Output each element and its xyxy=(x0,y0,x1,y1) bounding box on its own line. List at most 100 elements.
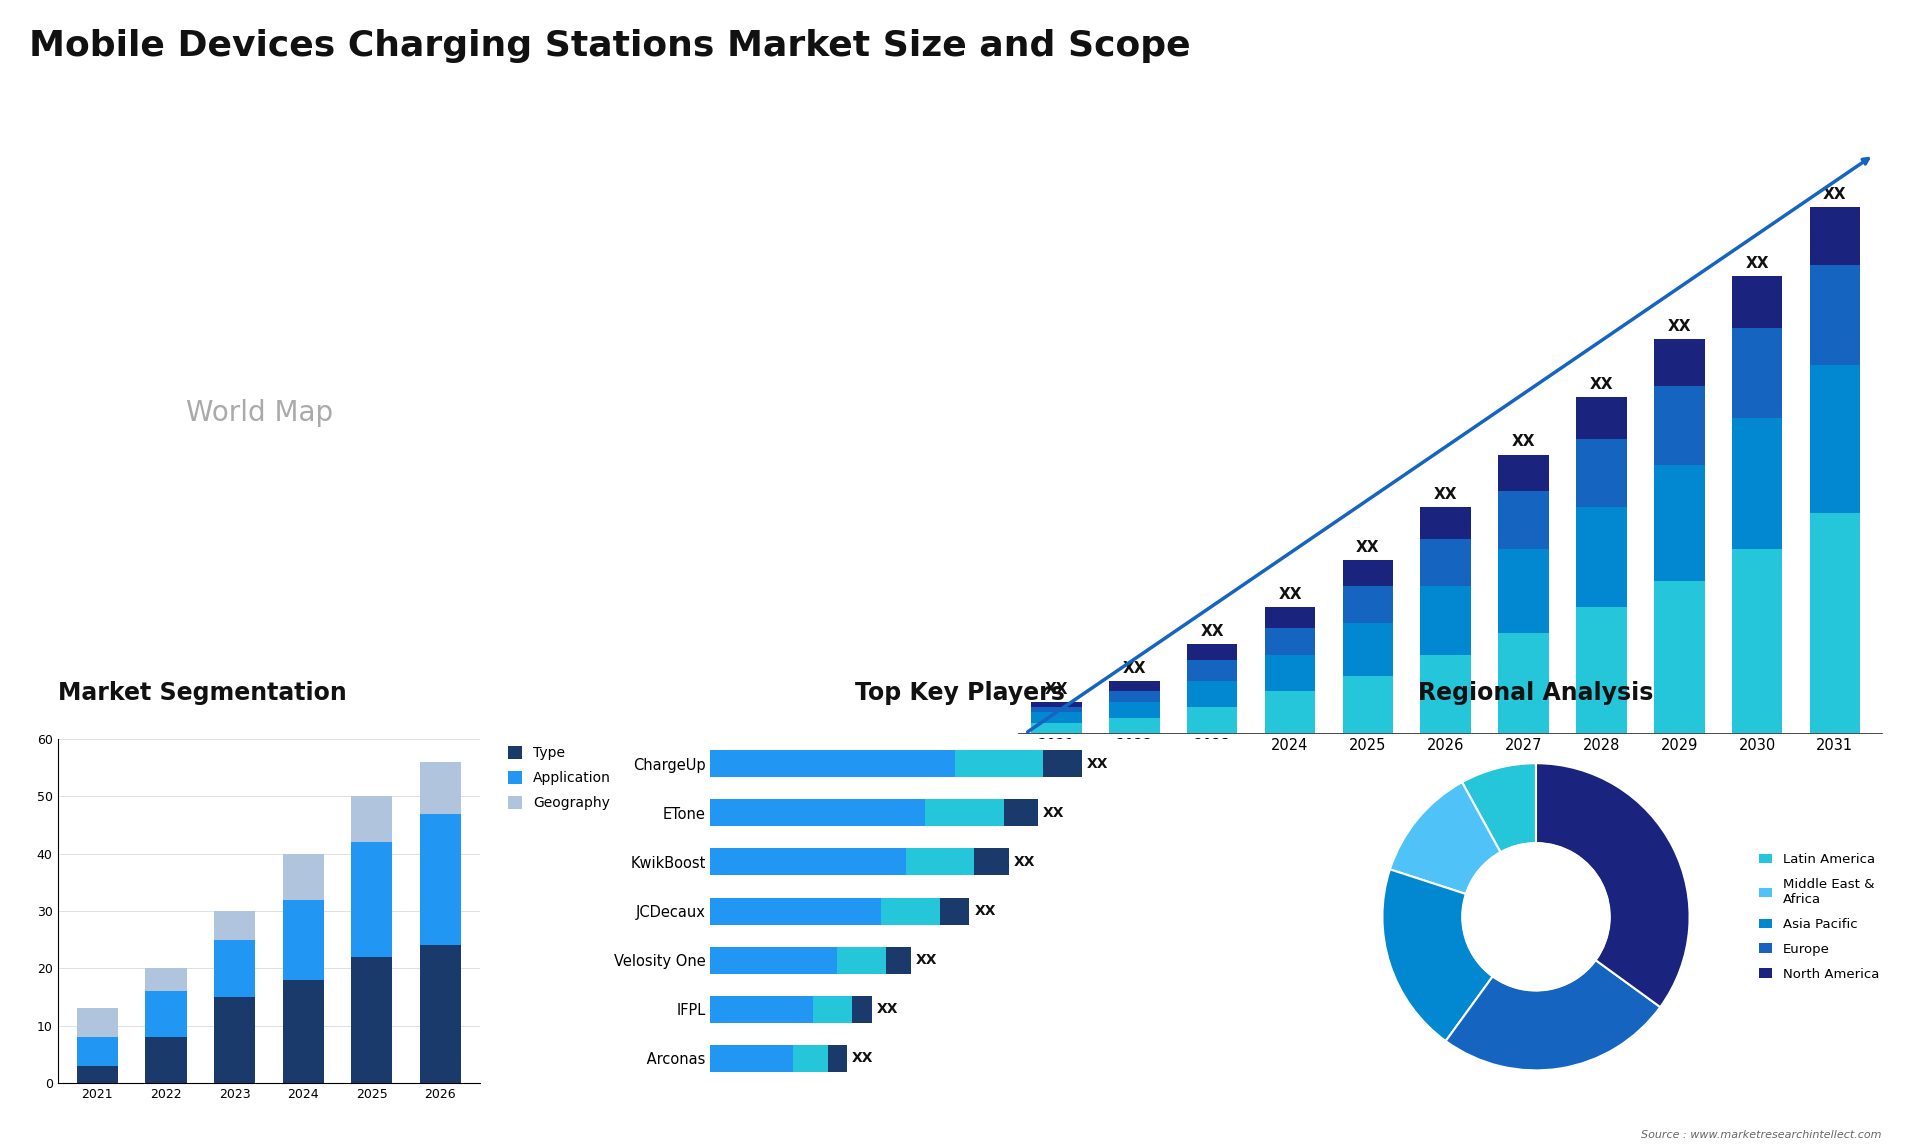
Wedge shape xyxy=(1446,960,1661,1070)
Bar xyxy=(837,947,887,974)
Text: XX: XX xyxy=(973,904,996,918)
Bar xyxy=(710,848,906,876)
Bar xyxy=(282,900,324,980)
Bar xyxy=(1809,207,1860,265)
Text: XX: XX xyxy=(1511,434,1536,449)
Text: Regional Analysis: Regional Analysis xyxy=(1419,681,1653,705)
Bar xyxy=(710,800,925,826)
Bar xyxy=(881,897,941,925)
Bar xyxy=(77,1037,117,1066)
Wedge shape xyxy=(1382,870,1492,1041)
Bar xyxy=(282,854,324,900)
Bar xyxy=(1732,276,1782,329)
Bar xyxy=(828,1045,847,1072)
Text: XX: XX xyxy=(1014,855,1035,869)
Bar xyxy=(1498,455,1549,492)
Bar xyxy=(1809,512,1860,733)
Bar xyxy=(1576,397,1626,439)
Bar xyxy=(146,1037,186,1083)
Legend: Latin America, Middle East &
Africa, Asia Pacific, Europe, North America: Latin America, Middle East & Africa, Asi… xyxy=(1753,848,1884,986)
Bar xyxy=(710,1045,793,1072)
Text: Mobile Devices Charging Stations Market Size and Scope: Mobile Devices Charging Stations Market … xyxy=(29,29,1190,63)
Bar xyxy=(1110,701,1160,717)
Text: XX: XX xyxy=(1123,660,1146,676)
Bar xyxy=(213,940,255,997)
Text: XX: XX xyxy=(1356,540,1380,555)
Bar xyxy=(1031,713,1081,723)
Bar xyxy=(1498,492,1549,549)
Bar xyxy=(710,751,954,777)
Text: XX: XX xyxy=(1434,487,1457,502)
Bar xyxy=(1265,607,1315,628)
Bar xyxy=(213,997,255,1083)
Bar xyxy=(1004,800,1039,826)
Bar xyxy=(1653,581,1705,733)
Text: Source : www.marketresearchintellect.com: Source : www.marketresearchintellect.com xyxy=(1642,1130,1882,1140)
Bar xyxy=(1498,549,1549,634)
Bar xyxy=(1187,681,1238,707)
Bar xyxy=(1576,508,1626,607)
Text: XX: XX xyxy=(1667,319,1692,333)
Bar xyxy=(1653,386,1705,465)
Bar xyxy=(420,762,461,814)
Text: XX: XX xyxy=(1824,187,1847,202)
Bar xyxy=(710,897,881,925)
Bar xyxy=(710,947,837,974)
Bar xyxy=(1342,623,1394,676)
Bar xyxy=(1809,265,1860,366)
Bar xyxy=(1653,465,1705,581)
Bar xyxy=(282,980,324,1083)
Bar xyxy=(925,800,1004,826)
Bar xyxy=(1187,644,1238,660)
Bar xyxy=(1265,654,1315,691)
Bar xyxy=(852,996,872,1022)
Text: XX: XX xyxy=(1087,756,1108,771)
Bar xyxy=(1110,717,1160,733)
Bar xyxy=(941,897,970,925)
Wedge shape xyxy=(1536,763,1690,1007)
Bar xyxy=(1187,660,1238,681)
Bar xyxy=(351,796,392,842)
Bar xyxy=(887,947,910,974)
Text: Top Key Players: Top Key Players xyxy=(854,681,1066,705)
Bar xyxy=(1421,654,1471,733)
Bar xyxy=(77,1066,117,1083)
Bar xyxy=(710,996,812,1022)
Bar xyxy=(1809,366,1860,512)
Text: XX: XX xyxy=(1200,623,1223,638)
Text: XX: XX xyxy=(916,953,937,967)
Text: XX: XX xyxy=(1043,806,1064,819)
Text: World Map: World Map xyxy=(186,399,332,426)
Bar xyxy=(420,814,461,945)
Bar xyxy=(1031,701,1081,707)
Bar xyxy=(146,968,186,991)
Bar xyxy=(1421,508,1471,539)
Wedge shape xyxy=(1390,783,1501,894)
Bar xyxy=(1421,539,1471,586)
Bar xyxy=(1342,560,1394,586)
Text: XX: XX xyxy=(852,1051,874,1066)
Bar xyxy=(1653,339,1705,386)
Text: XX: XX xyxy=(1044,682,1068,697)
Bar xyxy=(973,848,1008,876)
Bar xyxy=(1576,439,1626,508)
Bar xyxy=(812,996,852,1022)
Bar xyxy=(1498,634,1549,733)
Bar xyxy=(906,848,973,876)
Bar xyxy=(793,1045,828,1072)
Legend: Type, Application, Geography: Type, Application, Geography xyxy=(509,746,611,810)
Bar xyxy=(351,842,392,957)
Text: XX: XX xyxy=(877,1003,899,1017)
Text: XX: XX xyxy=(1279,587,1302,602)
Circle shape xyxy=(1463,843,1609,990)
Text: Market Segmentation: Market Segmentation xyxy=(58,681,346,705)
Bar xyxy=(1576,607,1626,733)
Bar xyxy=(1732,418,1782,549)
Bar xyxy=(146,991,186,1037)
Bar xyxy=(1732,329,1782,418)
Bar xyxy=(1110,691,1160,701)
Text: XX: XX xyxy=(1745,256,1768,270)
Bar xyxy=(351,957,392,1083)
Bar xyxy=(213,911,255,940)
Bar xyxy=(77,1008,117,1037)
